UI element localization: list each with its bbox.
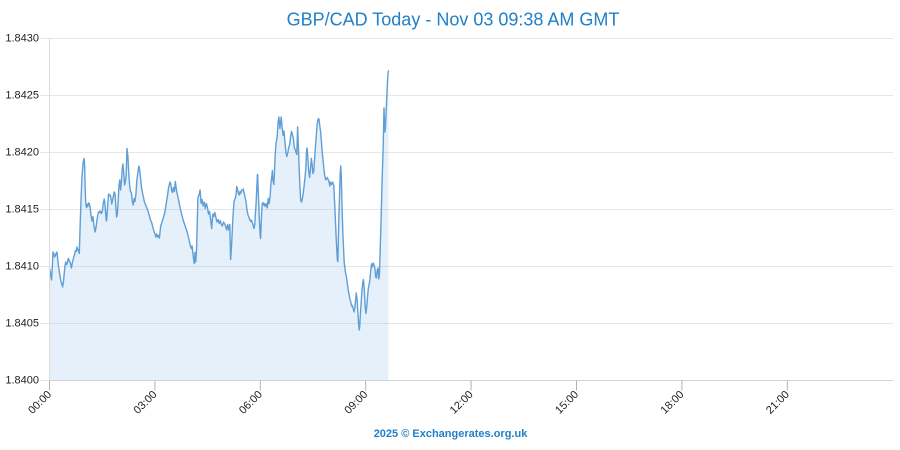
svg-text:18:00: 18:00 xyxy=(659,389,687,417)
svg-text:00:00: 00:00 xyxy=(26,389,54,417)
svg-text:09:00: 09:00 xyxy=(342,389,370,417)
svg-text:1.8425: 1.8425 xyxy=(5,90,39,102)
svg-text:1.8410: 1.8410 xyxy=(5,261,39,273)
svg-text:1.8415: 1.8415 xyxy=(5,204,39,216)
svg-text:03:00: 03:00 xyxy=(132,389,160,417)
svg-text:12:00: 12:00 xyxy=(448,389,476,417)
svg-text:1.8405: 1.8405 xyxy=(5,318,39,330)
svg-text:1.8420: 1.8420 xyxy=(5,147,39,159)
svg-text:1.8430: 1.8430 xyxy=(5,33,39,45)
svg-text:2025 © Exchangerates.org.uk: 2025 © Exchangerates.org.uk xyxy=(374,428,529,440)
svg-text:06:00: 06:00 xyxy=(237,389,265,417)
svg-text:15:00: 15:00 xyxy=(553,389,581,417)
svg-text:21:00: 21:00 xyxy=(764,389,792,417)
svg-text:1.8400: 1.8400 xyxy=(5,375,39,387)
svg-text:GBP/CAD Today - Nov 03 09:38 A: GBP/CAD Today - Nov 03 09:38 AM GMT xyxy=(287,10,620,30)
